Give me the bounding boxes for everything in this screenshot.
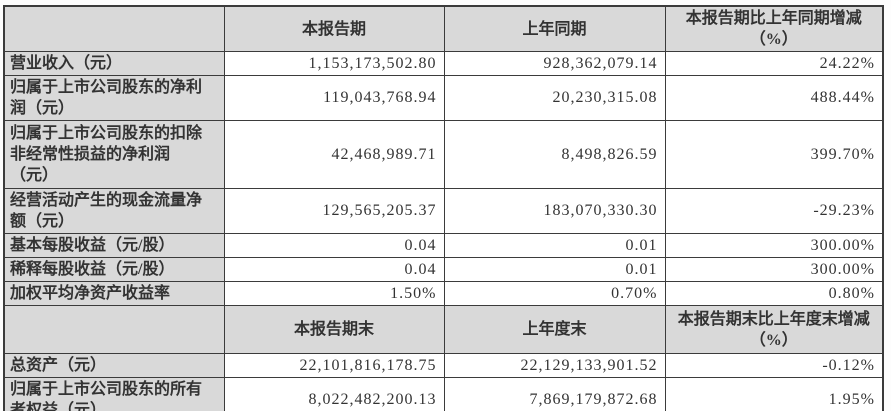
current-period-value: 1,153,173,502.80 [223,51,445,76]
header-row-period: 本报告期 上年同期 本报告期比上年同期增减 （%） [3,5,884,52]
prior-period-value: 0.70% [443,281,666,306]
prior-period-value: 183,070,330.30 [443,188,666,234]
header-row-yearend: 本报告期末 上年度末 本报告期末比上年度末增减 （%） [3,305,884,354]
change-value: -29.23% [664,188,884,234]
prior-period-value: 0.01 [443,233,666,258]
table-row-total-assets: 总资产（元） 22,101,816,178.75 22,129,133,901.… [3,353,884,378]
current-yearend-value: 8,022,482,200.13 [223,377,445,411]
prior-period-value: 8,498,826.59 [443,120,666,189]
change-value: 399.70% [664,120,884,189]
prior-period-value: 928,362,079.14 [443,51,666,76]
header-corner-cell [3,305,225,354]
table-row-net-profit-ex-nonrecurring: 归属于上市公司股东的扣除 非经常性损益的净利润 （元） 42,468,989.7… [3,120,884,189]
table-row-weighted-roe: 加权平均净资产收益率 1.50% 0.70% 0.80% [3,281,884,306]
prior-yearend-value: 22,129,133,901.52 [443,353,666,378]
current-period-value: 129,565,205.37 [223,188,445,234]
current-period-value: 42,468,989.71 [223,120,445,189]
prior-yearend-value: 7,869,179,872.68 [443,377,666,411]
row-label: 加权平均净资产收益率 [3,281,225,306]
change-value: 24.22% [664,51,884,76]
financial-summary-table: 本报告期 上年同期 本报告期比上年同期增减 （%） 营业收入（元） 1,153,… [3,5,884,411]
table-row-diluted-eps: 稀释每股收益（元/股） 0.04 0.01 300.00% [3,257,884,282]
change-value: 1.95% [664,377,884,411]
current-yearend-value: 22,101,816,178.75 [223,353,445,378]
header-corner-cell [3,5,225,52]
change-value: 0.80% [664,281,884,306]
row-label: 归属于上市公司股东的所有 者权益（元） [3,377,225,411]
row-label: 总资产（元） [3,353,225,378]
change-value: 300.00% [664,233,884,258]
row-label: 归属于上市公司股东的扣除 非经常性损益的净利润 （元） [3,120,225,189]
header-yearend-change: 本报告期末比上年度末增减 （%） [664,305,884,354]
header-current-yearend: 本报告期末 [223,305,445,354]
row-label: 基本每股收益（元/股） [3,233,225,258]
change-value: 300.00% [664,257,884,282]
table-row-net-profit: 归属于上市公司股东的净利 润（元） 119,043,768.94 20,230,… [3,75,884,121]
header-current-period: 本报告期 [223,5,445,52]
table-row-basic-eps: 基本每股收益（元/股） 0.04 0.01 300.00% [3,233,884,258]
table-row-shareholders-equity: 归属于上市公司股东的所有 者权益（元） 8,022,482,200.13 7,8… [3,377,884,411]
current-period-value: 119,043,768.94 [223,75,445,121]
row-label: 稀释每股收益（元/股） [3,257,225,282]
prior-period-value: 20,230,315.08 [443,75,666,121]
table-row-operating-cash-flow: 经营活动产生的现金流量净 额（元） 129,565,205.37 183,070… [3,188,884,234]
row-label: 营业收入（元） [3,51,225,76]
header-period-change: 本报告期比上年同期增减 （%） [664,5,884,52]
current-period-value: 0.04 [223,257,445,282]
prior-period-value: 0.01 [443,257,666,282]
change-value: -0.12% [664,353,884,378]
header-prior-yearend: 上年度末 [443,305,666,354]
table-row-revenue: 营业收入（元） 1,153,173,502.80 928,362,079.14 … [3,51,884,76]
header-prior-period: 上年同期 [443,5,666,52]
row-label: 经营活动产生的现金流量净 额（元） [3,188,225,234]
current-period-value: 1.50% [223,281,445,306]
current-period-value: 0.04 [223,233,445,258]
change-value: 488.44% [664,75,884,121]
row-label: 归属于上市公司股东的净利 润（元） [3,75,225,121]
